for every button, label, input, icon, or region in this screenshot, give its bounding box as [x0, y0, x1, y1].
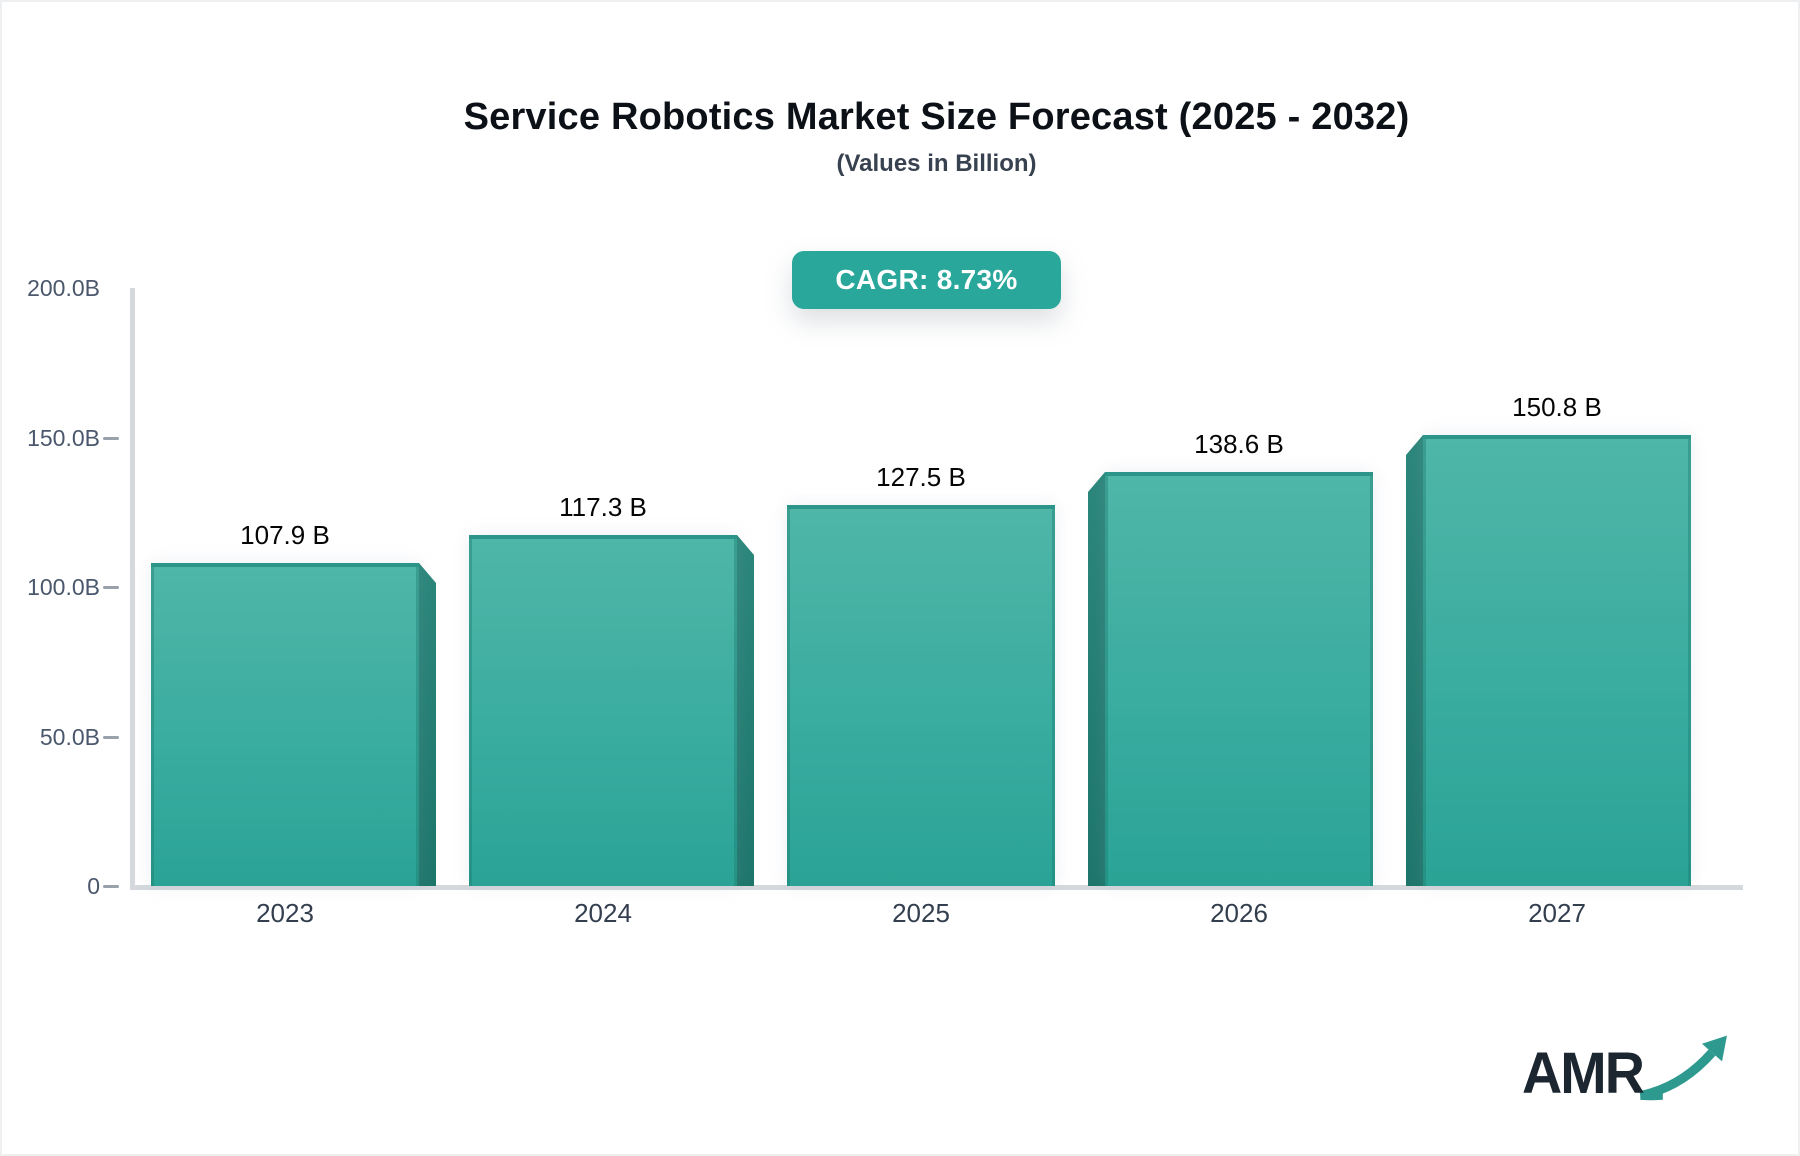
bar-2023: [151, 563, 419, 886]
growth-arrow-icon: [1639, 1035, 1728, 1101]
bar-side-face: [737, 535, 754, 886]
bar-2024: [469, 535, 737, 886]
x-axis-category-label: 2023: [256, 898, 314, 928]
amr-logo-text: AMR: [1522, 1040, 1645, 1106]
chart-subtitle: (Values in Billion): [836, 150, 1037, 177]
y-axis-line: [130, 288, 135, 886]
bar-value-label: 138.6 B: [1194, 429, 1284, 459]
cagr-badge: CAGR: 8.73%: [792, 251, 1061, 309]
x-axis-category-label: 2025: [892, 898, 950, 928]
bar-value-label: 107.9 B: [240, 520, 330, 550]
x-axis-line: [130, 885, 1743, 890]
y-axis-tick-label: 0: [87, 873, 100, 899]
y-axis-tick-label: 200.0B: [27, 275, 100, 301]
cagr-badge-label: CAGR: 8.73%: [835, 264, 1018, 295]
y-axis-tick-mark: [103, 436, 119, 440]
bar-side-face: [419, 563, 436, 886]
x-axis-category-label: 2024: [574, 898, 632, 928]
bar-2025: [787, 505, 1055, 886]
chart-title: Service Robotics Market Size Forecast (2…: [463, 96, 1410, 138]
y-axis-tick-mark: [103, 885, 119, 888]
x-axis-category-label: 2026: [1210, 898, 1268, 928]
bar-2027: [1423, 435, 1691, 886]
bar-value-label: 117.3 B: [559, 492, 647, 522]
bar-side-face: [1088, 472, 1105, 886]
bar-2026: [1105, 472, 1373, 886]
y-axis-tick-mark: [103, 586, 119, 589]
bar-value-label: 127.5 B: [876, 462, 966, 492]
bar-value-label: 150.8 B: [1512, 392, 1602, 422]
amr-logo: AMR: [1522, 1028, 1752, 1118]
y-axis-tick-label: 50.0B: [39, 723, 100, 750]
y-axis-tick-label: 100.0B: [27, 574, 100, 600]
y-axis-tick-mark: [103, 735, 119, 739]
y-axis-tick-label: 150.0B: [27, 424, 100, 451]
bar-side-face: [1406, 435, 1423, 886]
x-axis-category-label: 2027: [1528, 898, 1586, 928]
